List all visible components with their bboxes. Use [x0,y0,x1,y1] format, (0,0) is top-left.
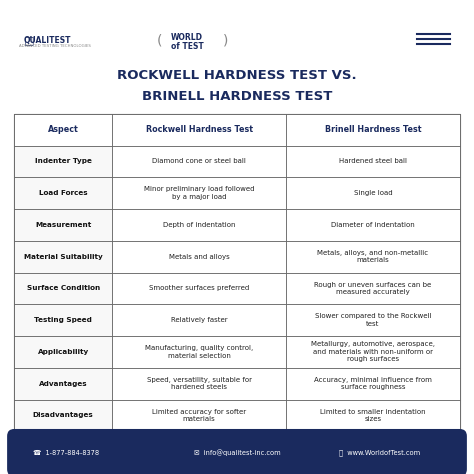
Text: Depth of indentation: Depth of indentation [163,222,236,228]
Bar [14,368,112,400]
Text: Slower compared to the Rockwell
test: Slower compared to the Rockwell test [315,313,431,327]
Text: ⓘ  www.WorldofTest.com: ⓘ www.WorldofTest.com [338,449,420,456]
FancyBboxPatch shape [7,429,467,474]
Bar [14,400,112,431]
Bar [112,146,286,177]
Text: ): ) [223,33,228,47]
Text: Minor preliminary load followed
by a major load: Minor preliminary load followed by a maj… [144,186,255,200]
Text: Disadvantages: Disadvantages [33,412,93,419]
Text: Accuracy, minimal influence from
surface roughness: Accuracy, minimal influence from surface… [314,377,432,391]
Bar [112,368,286,400]
Text: Speed, versatility, suitable for
hardened steels: Speed, versatility, suitable for hardene… [146,377,252,391]
Bar [286,336,460,368]
Bar [286,114,460,146]
Text: Applicability: Applicability [37,349,89,355]
Bar [14,336,112,368]
Text: Metals and alloys: Metals and alloys [169,254,229,260]
Text: ✉  info@qualitest-inc.com: ✉ info@qualitest-inc.com [194,449,280,456]
Bar [286,146,460,177]
Text: Single load: Single load [354,190,392,196]
Text: Limited to smaller indentation
sizes: Limited to smaller indentation sizes [320,409,426,422]
Text: Rockwell Hardness Test: Rockwell Hardness Test [146,125,253,134]
Text: Metallurgy, automotive, aerospace,
and materials with non-uniform or
rough surfa: Metallurgy, automotive, aerospace, and m… [311,341,435,363]
Bar [14,177,112,209]
Text: Testing Speed: Testing Speed [34,317,92,323]
Text: QUALITEST: QUALITEST [24,36,71,45]
Text: Material Suitability: Material Suitability [24,254,102,260]
Bar [286,273,460,304]
Text: Hardened steel ball: Hardened steel ball [339,158,407,164]
Bar [14,273,112,304]
Bar [14,114,460,431]
Text: Advantages: Advantages [39,381,88,387]
Bar [112,336,286,368]
Text: Manufacturing, quality control,
material selection: Manufacturing, quality control, material… [145,345,253,359]
Bar [112,241,286,273]
Bar [286,177,460,209]
Bar [112,273,286,304]
Text: BRINELL HARDNESS TEST: BRINELL HARDNESS TEST [142,90,332,103]
Text: ☎  1-877-884-8378: ☎ 1-877-884-8378 [33,450,100,456]
Text: ROCKWELL HARDNESS TEST VS.: ROCKWELL HARDNESS TEST VS. [117,69,357,82]
Bar [14,146,112,177]
Text: Relatively faster: Relatively faster [171,317,228,323]
Bar [14,209,112,241]
Bar [112,304,286,336]
Bar [14,241,112,273]
Text: Diameter of indentation: Diameter of indentation [331,222,415,228]
Text: Load Forces: Load Forces [39,190,88,196]
Text: Smoother surfaces preferred: Smoother surfaces preferred [149,285,249,292]
Bar [112,400,286,431]
Text: of TEST: of TEST [171,42,203,51]
Text: Metals, alloys, and non-metallic
materials: Metals, alloys, and non-metallic materia… [317,250,428,264]
Bar [112,114,286,146]
Bar [14,114,112,146]
Text: Limited accuracy for softer
materials: Limited accuracy for softer materials [152,409,246,422]
Text: WORLD: WORLD [171,33,203,42]
Text: Brinell Hardness Test: Brinell Hardness Test [325,125,421,134]
Text: Surface Condition: Surface Condition [27,285,100,292]
Text: Indenter Type: Indenter Type [35,158,91,164]
Bar [286,241,460,273]
Bar [112,209,286,241]
Bar [112,177,286,209]
Text: Measurement: Measurement [35,222,91,228]
Text: (: ( [156,33,162,47]
Text: Rough or uneven surfaces can be
measured accurately: Rough or uneven surfaces can be measured… [314,282,431,295]
Text: □: □ [24,36,34,46]
Text: Diamond cone or steel ball: Diamond cone or steel ball [152,158,246,164]
Bar [286,304,460,336]
Bar [286,209,460,241]
Bar [14,304,112,336]
Text: ADVANCED TESTING TECHNOLOGIES: ADVANCED TESTING TECHNOLOGIES [19,44,91,47]
Bar [286,400,460,431]
Text: Aspect: Aspect [48,125,79,134]
Bar [286,368,460,400]
